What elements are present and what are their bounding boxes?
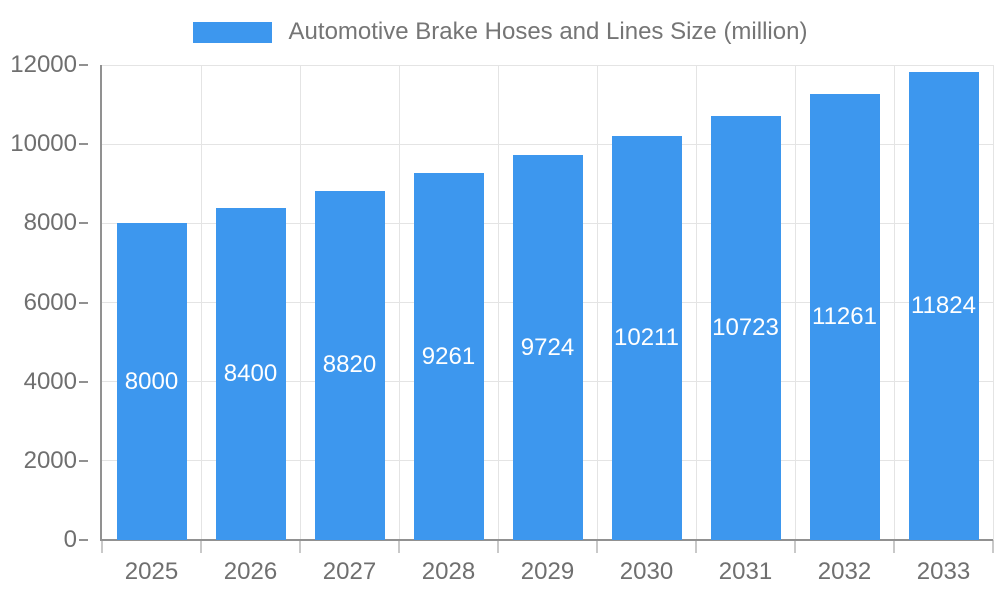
x-axis-tick-label: 2025 xyxy=(124,558,179,585)
x-axis-tick xyxy=(794,540,796,553)
x-axis-tick-label: 2033 xyxy=(916,558,971,585)
bar: 9724 xyxy=(512,155,583,540)
y-axis-tick-label: 0 xyxy=(63,526,77,553)
x-axis-tick xyxy=(695,540,697,553)
v-gridline xyxy=(992,65,994,540)
bar: 10211 xyxy=(611,135,682,540)
x-axis-tick-label: 2026 xyxy=(223,558,278,585)
bar-value-label: 8000 xyxy=(124,367,179,395)
v-gridline xyxy=(893,65,895,540)
x-axis-tick xyxy=(200,540,202,553)
y-axis-line xyxy=(100,65,102,540)
y-axis-tick xyxy=(79,301,88,304)
x-axis-tick xyxy=(992,540,994,553)
x-axis-tick xyxy=(101,540,103,553)
bar-value-label: 8400 xyxy=(223,359,278,387)
bar-value-label: 9724 xyxy=(520,333,575,361)
v-gridline xyxy=(200,65,202,540)
y-axis-tick xyxy=(79,222,88,225)
bar-value-label: 10211 xyxy=(614,323,679,351)
y-axis-tick xyxy=(79,459,88,462)
bar-value-label: 11824 xyxy=(911,291,976,319)
bar-value-label: 11261 xyxy=(812,303,877,331)
bar: 8820 xyxy=(314,190,385,540)
chart-legend[interactable]: Automotive Brake Hoses and Lines Size (m… xyxy=(0,16,1000,48)
bar-value-label: 8820 xyxy=(322,351,377,379)
x-axis-tick xyxy=(299,540,301,553)
x-axis-tick xyxy=(398,540,400,553)
x-axis-line xyxy=(100,539,993,541)
y-axis-tick-label: 4000 xyxy=(23,367,77,395)
x-axis-tick xyxy=(893,540,895,553)
legend-swatch xyxy=(192,21,272,43)
bar-value-label: 9261 xyxy=(421,342,476,370)
x-axis-tick-label: 2027 xyxy=(322,558,377,585)
x-axis-tick-label: 2031 xyxy=(718,558,773,585)
x-axis-tick-label: 2032 xyxy=(817,558,872,585)
x-axis-tick xyxy=(497,540,499,553)
y-axis-tick-label: 2000 xyxy=(23,446,77,474)
v-gridline xyxy=(398,65,400,540)
bar: 9261 xyxy=(413,173,484,540)
bar: 11824 xyxy=(908,71,979,540)
x-axis-tick-label: 2030 xyxy=(619,558,674,585)
legend-label: Automotive Brake Hoses and Lines Size (m… xyxy=(288,18,808,45)
v-gridline xyxy=(299,65,301,540)
y-axis-tick-label: 10000 xyxy=(10,130,77,158)
y-axis-tick-label: 6000 xyxy=(23,288,77,316)
bar-value-label: 10723 xyxy=(712,313,779,341)
h-gridline xyxy=(102,64,993,66)
bar: 10723 xyxy=(710,115,781,540)
y-axis-tick xyxy=(79,539,88,541)
h-gridline xyxy=(102,143,993,145)
x-axis-tick-label: 2028 xyxy=(421,558,476,585)
v-gridline xyxy=(596,65,598,540)
x-axis-tick-label: 2029 xyxy=(520,558,575,585)
v-gridline xyxy=(695,65,697,540)
x-axis-tick xyxy=(596,540,598,553)
y-axis-tick xyxy=(79,380,88,383)
bar: 11261 xyxy=(809,94,880,540)
y-axis-tick-label: 12000 xyxy=(10,51,77,78)
bar: 8000 xyxy=(116,223,187,540)
y-axis-tick xyxy=(79,143,88,146)
y-axis-tick-label: 8000 xyxy=(23,209,77,237)
v-gridline xyxy=(794,65,796,540)
y-axis-tick xyxy=(79,64,88,66)
v-gridline xyxy=(497,65,499,540)
bar: 8400 xyxy=(215,207,286,540)
